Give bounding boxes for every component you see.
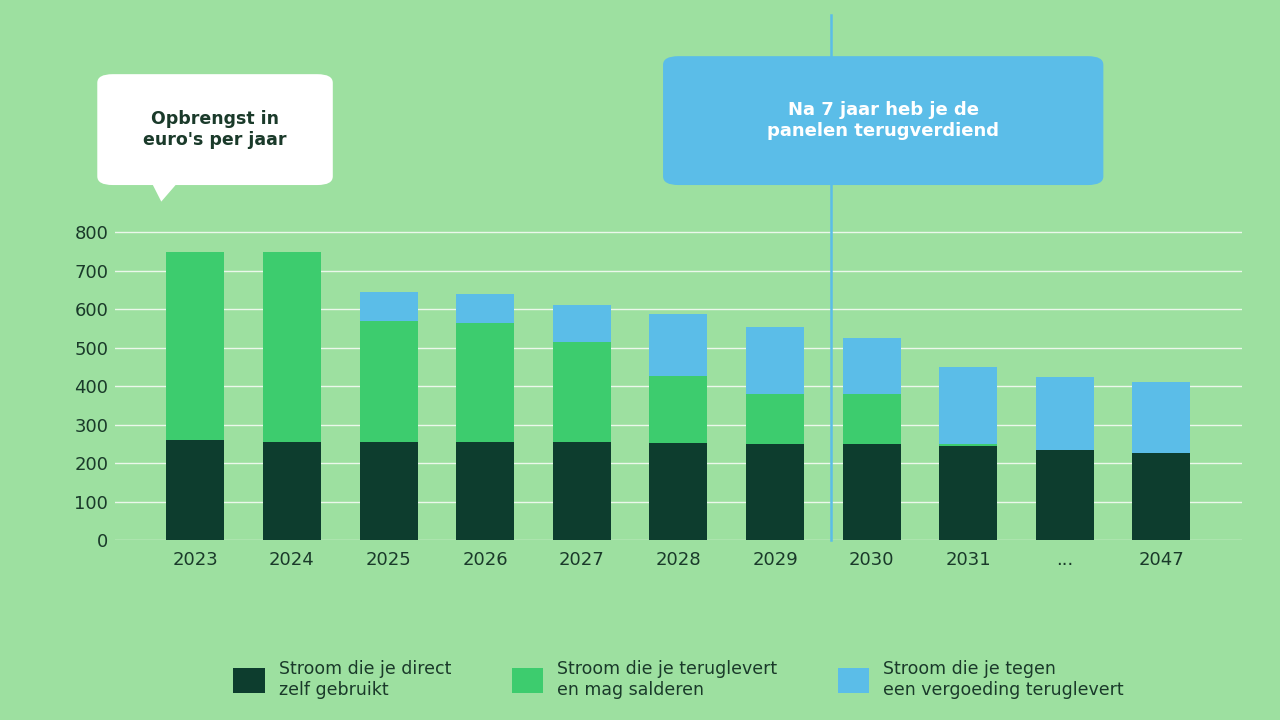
Bar (842, 394, 901, 444)
Bar (1133, 454, 1190, 540)
Bar (746, 394, 804, 444)
Bar (1133, 382, 1190, 454)
Bar (360, 292, 417, 321)
Bar (553, 442, 611, 540)
Bar (746, 327, 804, 394)
Bar (262, 442, 321, 540)
Bar (746, 444, 804, 540)
Bar (166, 251, 224, 440)
Bar (940, 444, 997, 446)
Legend: Stroom die je direct
zelf gebruikt, Stroom die je teruglevert
en mag salderen, S: Stroom die je direct zelf gebruikt, Stro… (225, 651, 1132, 707)
Bar (649, 376, 708, 443)
Bar (360, 442, 417, 540)
Bar (1036, 449, 1094, 540)
Bar (553, 305, 611, 342)
Bar (262, 251, 321, 442)
Bar (360, 321, 417, 442)
Bar (553, 342, 611, 442)
Bar (842, 338, 901, 394)
Text: Na 7 jaar heb je de
panelen terugverdiend: Na 7 jaar heb je de panelen terugverdien… (767, 102, 1000, 140)
Bar (456, 294, 515, 323)
Bar (940, 367, 997, 444)
Bar (940, 446, 997, 540)
Text: Opbrengst in
euro's per jaar: Opbrengst in euro's per jaar (143, 110, 287, 149)
Bar (649, 443, 708, 540)
Bar (166, 440, 224, 540)
Bar (649, 314, 708, 376)
Bar (1036, 377, 1094, 449)
Bar (456, 323, 515, 442)
Bar (842, 444, 901, 540)
Bar (456, 442, 515, 540)
